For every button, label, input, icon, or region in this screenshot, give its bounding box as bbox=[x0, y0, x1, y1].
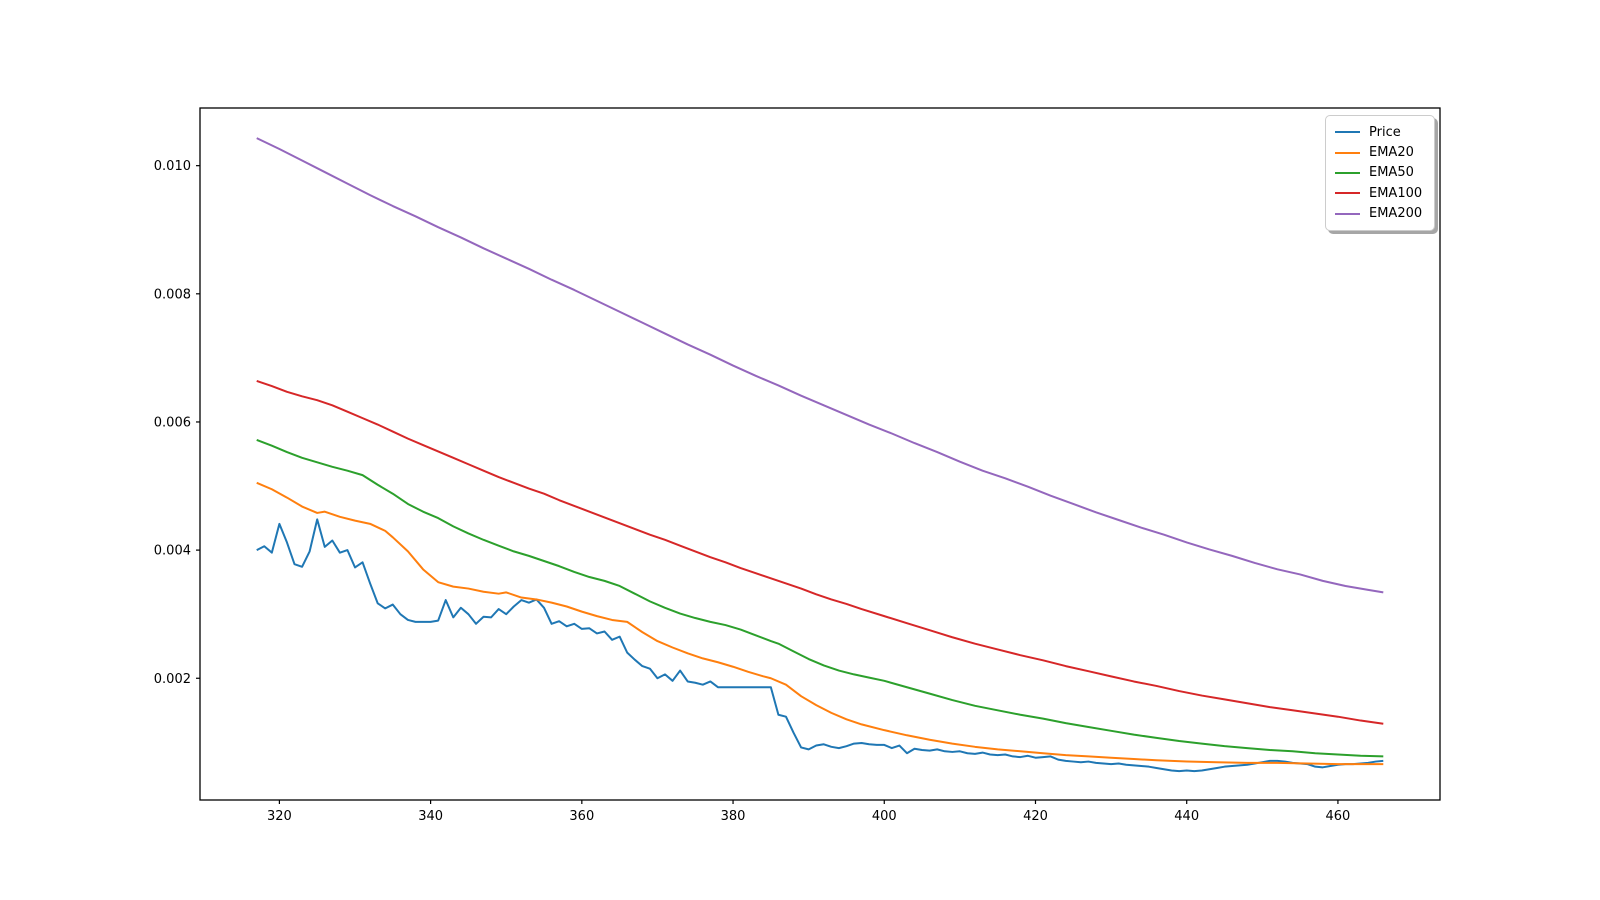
legend-item-ema200: EMA200 bbox=[1335, 204, 1424, 224]
series-line-price bbox=[256, 518, 1384, 773]
legend-line-sample bbox=[1335, 151, 1360, 154]
x-tick-label: 400 bbox=[872, 809, 897, 824]
x-tick-label: 380 bbox=[721, 809, 746, 824]
y-tick-label: 0.002 bbox=[154, 672, 191, 687]
series-line-ema50 bbox=[256, 438, 1384, 758]
legend-line-sample bbox=[1335, 212, 1360, 215]
y-tick-label: 0.004 bbox=[154, 544, 191, 559]
x-tick-label: 360 bbox=[569, 809, 594, 824]
legend-line-sample bbox=[1335, 131, 1360, 134]
x-tick-label: 440 bbox=[1174, 809, 1199, 824]
legend-line-sample bbox=[1335, 171, 1360, 174]
legend-item-ema100: EMA100 bbox=[1335, 183, 1424, 203]
legend-label: Price bbox=[1369, 124, 1401, 140]
legend-label: EMA200 bbox=[1369, 206, 1423, 222]
legend-label: EMA20 bbox=[1369, 145, 1414, 161]
legend-item-ema20: EMA20 bbox=[1335, 142, 1424, 162]
x-tick-label: 420 bbox=[1023, 809, 1048, 824]
series-line-ema20 bbox=[256, 481, 1384, 766]
legend-item-price: Price bbox=[1335, 122, 1424, 142]
y-tick-label: 0.006 bbox=[154, 415, 191, 430]
legend-item-ema50: EMA50 bbox=[1335, 163, 1424, 183]
series-line-ema200 bbox=[256, 137, 1384, 594]
legend-line-sample bbox=[1335, 192, 1360, 195]
legend-label: EMA100 bbox=[1369, 185, 1423, 201]
legend-label: EMA50 bbox=[1369, 165, 1414, 181]
x-tick-label: 460 bbox=[1326, 809, 1351, 824]
y-tick-label: 0.008 bbox=[154, 287, 191, 302]
y-tick-label: 0.010 bbox=[154, 159, 191, 174]
series-line-ema100 bbox=[256, 380, 1384, 725]
x-tick-label: 320 bbox=[267, 809, 292, 824]
x-tick-label: 340 bbox=[418, 809, 443, 824]
legend: Price EMA20 EMA50 EMA100 EMA200 bbox=[1325, 115, 1435, 231]
plot-border bbox=[199, 107, 1441, 801]
